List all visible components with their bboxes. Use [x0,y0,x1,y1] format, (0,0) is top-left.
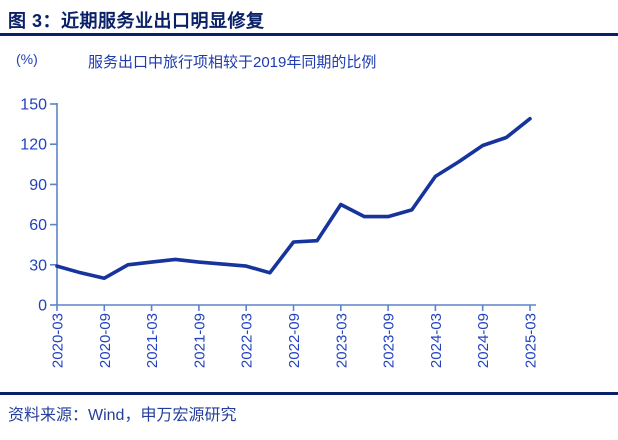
x-tick-label: 2022-09 [286,313,303,368]
y-axis-unit-label: (%) [16,51,38,67]
figure-title: 图 3：近期服务业出口明显修复 [8,11,265,31]
x-tick-label: 2024-09 [475,313,492,368]
x-tick-label: 2021-09 [191,313,208,368]
x-tick-label: 2021-03 [144,313,161,368]
y-tick-label: 0 [38,298,47,315]
y-tick-label: 60 [29,217,47,234]
y-tick-label: 30 [29,257,47,274]
x-tick-label: 2020-09 [97,313,114,368]
x-tick-label: 2022-03 [239,313,256,368]
footer-divider [0,392,618,395]
chart-title: 服务出口中旅行项相较于2019年同期的比例 [88,54,377,71]
x-tick-label: 2024-03 [428,313,445,368]
x-tick-label: 2025-03 [523,313,540,368]
x-tick-label: 2020-03 [50,313,67,368]
figure-header: 图 3：近期服务业出口明显修复 [0,0,618,36]
series-line [55,116,532,281]
source-text: 资料来源：Wind，申万宏源研究 [8,407,237,424]
header-divider [0,33,618,36]
x-tick-label: 2023-09 [381,313,398,368]
x-tick-label: 2023-03 [333,313,350,368]
y-tick-label: 120 [20,137,47,154]
y-tick-label: 150 [20,97,47,114]
y-tick-label: 90 [29,177,47,194]
